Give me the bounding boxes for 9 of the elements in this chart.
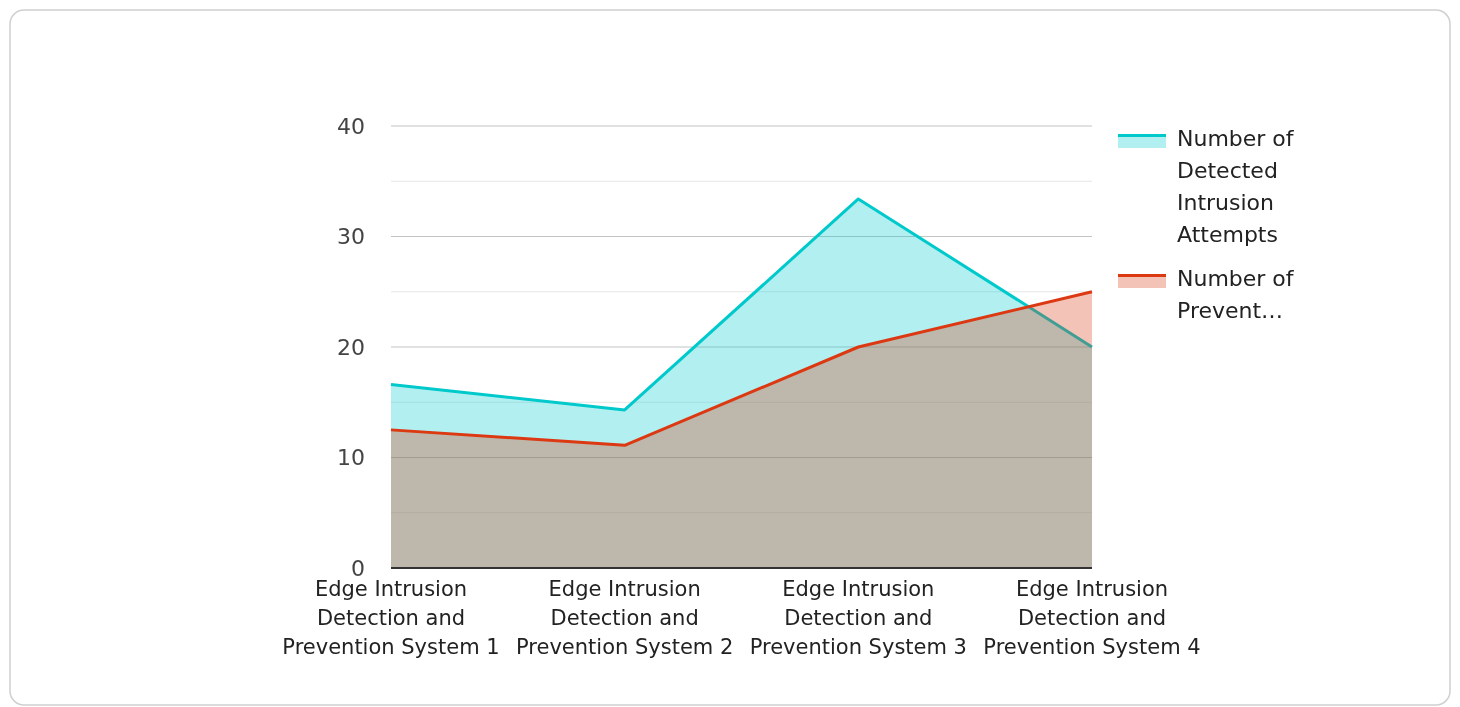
x-tick-label: Edge Intrusion Detection and Prevention System 2 bbox=[516, 577, 734, 659]
y-tick-label: 40 bbox=[337, 113, 365, 139]
y-tick-label: 20 bbox=[337, 334, 365, 360]
x-tick-label: Edge Intrusion Detection and Prevention System 3 bbox=[749, 577, 967, 659]
y-tick-label: 10 bbox=[337, 445, 365, 471]
x-tick-label: Edge Intrusion Detection and Prevention System 4 bbox=[983, 577, 1201, 659]
legend-label: Number of Detected Intrusion Attempts bbox=[1177, 126, 1295, 247]
legend-label: Number of Prevent… bbox=[1177, 266, 1295, 323]
y-tick-label: 30 bbox=[337, 224, 365, 250]
